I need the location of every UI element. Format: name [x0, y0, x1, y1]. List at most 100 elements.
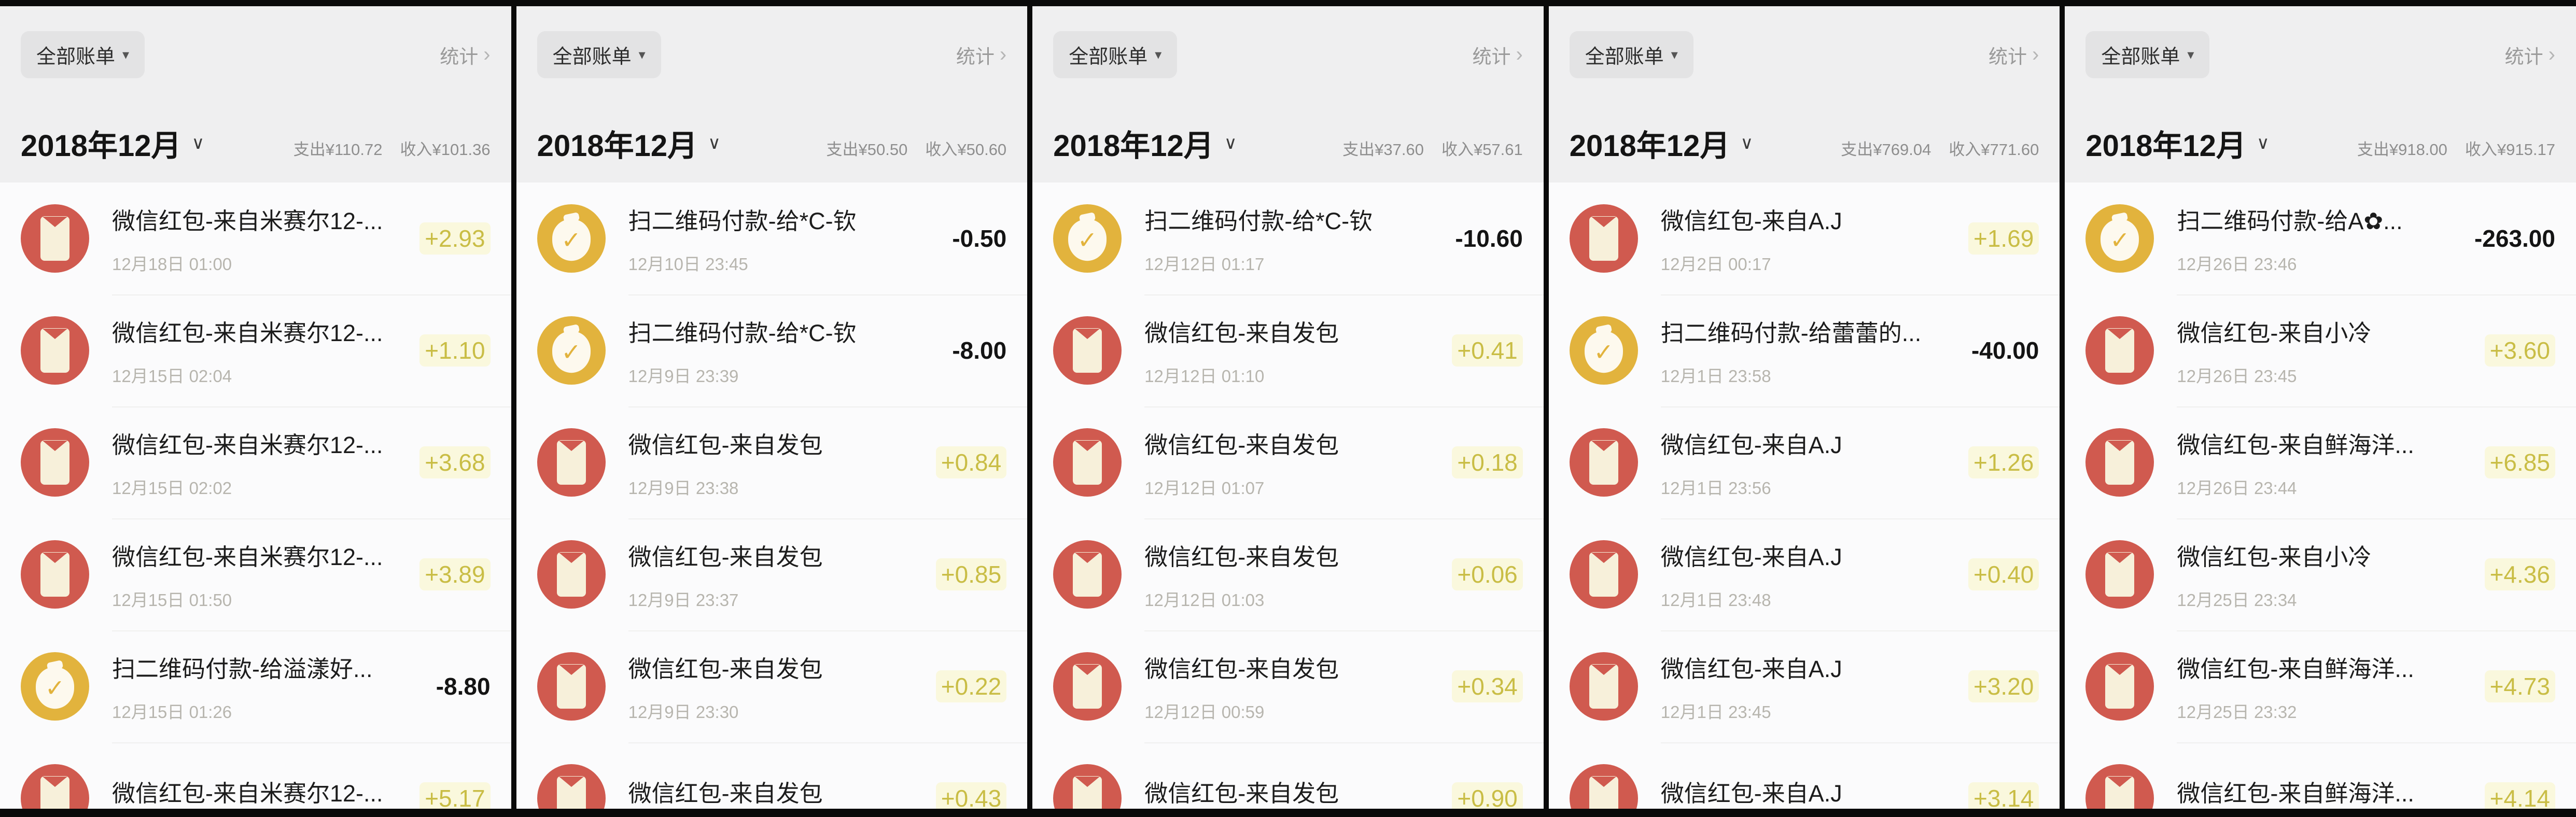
transaction-date: 12月2日 00:17 [1660, 254, 1771, 274]
transaction-texts: 扫二维码付款-给*C-钦 12月9日 23:39 [628, 314, 872, 387]
list-item[interactable]: 微信红包-来自发包 12月9日 23:30 +0.22 [516, 630, 1028, 742]
list-item[interactable]: 微信红包-来自米赛尔12-... 12月18日 01:00 +2.93 [0, 182, 511, 294]
statistics-link[interactable]: 统计 › [1989, 41, 2039, 69]
expense-total: 支出¥110.72 [293, 140, 383, 159]
list-item[interactable]: ✓ 扫二维码付款-给*C-钦 12月12日 01:17 -10.60 [1032, 182, 1544, 294]
transaction-amount: +1.26 [1968, 446, 2039, 478]
money-pouch-icon: ✓ [537, 316, 606, 385]
expense-total: 支出¥918.00 [2357, 140, 2447, 159]
month-label: 2018年12月 [537, 129, 698, 163]
transaction-texts: 微信红包-来自发包 12月9日 23:37 [628, 538, 838, 611]
list-item[interactable]: 微信红包-来自小冷 12月26日 23:45 +3.60 [2065, 294, 2576, 406]
transaction-date: 12月12日 01:07 [1144, 478, 1265, 498]
transaction-title: 微信红包-来自鲜海洋... [2177, 655, 2414, 682]
statistics-link[interactable]: 统计 › [440, 41, 490, 69]
transaction-title: 微信红包-来自A.J [1660, 431, 1842, 458]
transaction-title: 微信红包-来自发包 [1144, 543, 1339, 570]
all-bills-filter-button[interactable]: 全部账单 ▾ [1053, 31, 1178, 78]
transaction-title: 微信红包-来自A.J [1660, 543, 1842, 570]
chevron-right-icon: › [999, 43, 1007, 66]
list-item[interactable]: 微信红包-来自发包 12月12日 01:10 +0.41 [1032, 294, 1544, 406]
list-item[interactable]: 微信红包-来自A.J 12月1日 23:56 +1.26 [1548, 406, 2060, 518]
transaction-amount: +3.60 [2484, 334, 2555, 367]
month-selector[interactable]: 2018年12月 ∨ [537, 121, 721, 165]
list-item[interactable]: 微信红包-来自发包 12月9日 23:38 +0.84 [516, 406, 1028, 518]
transaction-list: ✓ 扫二维码付款-给*C-钦 12月10日 23:45 -0.50 ✓ 扫二维码… [516, 182, 1028, 809]
statistics-link[interactable]: 统计 › [1472, 41, 1522, 69]
transaction-amount: +0.41 [1452, 334, 1523, 367]
all-bills-filter-button[interactable]: 全部账单 ▾ [1569, 31, 1693, 78]
all-bills-filter-button[interactable]: 全部账单 ▾ [2085, 31, 2210, 78]
transaction-texts: 微信红包-来自发包 [1144, 774, 1354, 809]
list-item[interactable]: 微信红包-来自鲜海洋... 12月26日 23:44 +6.85 [2065, 406, 2576, 518]
month-selector[interactable]: 2018年12月 ∨ [1053, 121, 1237, 165]
month-summary: 支出¥110.72 收入¥101.36 [293, 136, 491, 165]
transaction-title: 微信红包-来自鲜海洋... [2177, 780, 2414, 807]
statistics-label: 统计 [1472, 46, 1511, 67]
list-item[interactable]: ✓ 扫二维码付款-给蕾蕾的... 12月1日 23:58 -40.00 [1548, 294, 2060, 406]
list-item[interactable]: ✓ 扫二维码付款-给溢漾好... 12月15日 01:26 -8.80 [0, 630, 511, 742]
transaction-list: ✓ 扫二维码付款-给A✿... 12月26日 23:46 -263.00 微信红… [2065, 182, 2576, 809]
list-item[interactable]: 微信红包-来自米赛尔12-... 12月15日 01:50 +3.89 [0, 518, 511, 630]
month-selector[interactable]: 2018年12月 ∨ [1570, 121, 1753, 165]
list-item[interactable]: 微信红包-来自发包 12月12日 01:07 +0.18 [1032, 406, 1544, 518]
bill-panel-4: 全部账单 ▾ 统计 › 2018年12月 ∨ 支出¥769.04 收入¥771.… [1548, 6, 2060, 809]
chevron-right-icon: › [1516, 43, 1523, 66]
statistics-link[interactable]: 统计 › [2505, 41, 2555, 69]
all-bills-filter-button[interactable]: 全部账单 ▾ [537, 31, 661, 78]
list-item[interactable]: 微信红包-来自米赛尔12-... 12月15日 02:04 +1.10 [0, 294, 511, 406]
chevron-down-icon: ∨ [2256, 133, 2270, 153]
transaction-date: 12月26日 23:44 [2177, 478, 2297, 498]
list-item[interactable]: 微信红包-来自小冷 12月25日 23:34 +4.36 [2065, 518, 2576, 630]
all-bills-filter-label: 全部账单 [1069, 46, 1148, 68]
month-selector[interactable]: 2018年12月 ∨ [21, 121, 204, 165]
transaction-texts: 微信红包-来自小冷 12月25日 23:34 [2177, 538, 2387, 611]
panel-header: 全部账单 ▾ 统计 › 2018年12月 ∨ 支出¥918.00 收入¥915.… [2065, 6, 2576, 182]
transaction-amount: +6.85 [2484, 446, 2555, 478]
expense-total: 支出¥50.50 [826, 140, 908, 159]
list-item[interactable]: 微信红包-来自发包 +0.43 [516, 742, 1028, 809]
chevron-right-icon: › [2548, 43, 2555, 66]
statistics-link[interactable]: 统计 › [956, 41, 1006, 69]
list-item[interactable]: 微信红包-来自米赛尔12-... +5.17 [0, 742, 511, 809]
list-item[interactable]: 微信红包-来自发包 12月12日 01:03 +0.06 [1032, 518, 1544, 630]
red-envelope-icon [1053, 316, 1122, 385]
transaction-date: 12月15日 01:26 [112, 702, 232, 722]
list-item[interactable]: 微信红包-来自A.J 12月2日 00:17 +1.69 [1548, 182, 2060, 294]
list-item[interactable]: 微信红包-来自发包 12月9日 23:37 +0.85 [516, 518, 1028, 630]
list-item[interactable]: 微信红包-来自米赛尔12-... 12月15日 02:02 +3.68 [0, 406, 511, 518]
list-item[interactable]: 微信红包-来自A.J 12月1日 23:45 +3.20 [1548, 630, 2060, 742]
list-item[interactable]: 微信红包-来自A.J 12月1日 23:48 +0.40 [1548, 518, 2060, 630]
all-bills-filter-button[interactable]: 全部账单 ▾ [21, 31, 145, 78]
panel-header: 全部账单 ▾ 统计 › 2018年12月 ∨ 支出¥110.72 收入¥101.… [0, 6, 511, 182]
caret-down-icon: ▾ [638, 47, 646, 62]
list-item[interactable]: 微信红包-来自A.J +3.14 [1548, 742, 2060, 809]
list-item[interactable]: 微信红包-来自鲜海洋... 12月25日 23:32 +4.73 [2065, 630, 2576, 742]
transaction-title: 微信红包-来自发包 [628, 431, 823, 458]
red-envelope-icon [2085, 316, 2154, 385]
transaction-title: 扫二维码付款-给*C-钦 [628, 319, 857, 346]
transaction-texts: 扫二维码付款-给*C-钦 12月10日 23:45 [628, 202, 872, 275]
list-item[interactable]: ✓ 扫二维码付款-给*C-钦 12月10日 23:45 -0.50 [516, 182, 1028, 294]
list-item[interactable]: 微信红包-来自鲜海洋... +4.14 [2065, 742, 2576, 809]
list-item[interactable]: ✓ 扫二维码付款-给*C-钦 12月9日 23:39 -8.00 [516, 294, 1028, 406]
transaction-title: 微信红包-来自发包 [1144, 431, 1339, 458]
list-item[interactable]: 微信红包-来自发包 +0.90 [1032, 742, 1544, 809]
month-label: 2018年12月 [2085, 129, 2246, 163]
transaction-texts: 微信红包-来自发包 12月9日 23:38 [628, 426, 838, 499]
red-envelope-icon [1569, 652, 1638, 721]
month-selector[interactable]: 2018年12月 ∨ [2085, 121, 2269, 165]
list-item[interactable]: ✓ 扫二维码付款-给A✿... 12月26日 23:46 -263.00 [2065, 182, 2576, 294]
list-item[interactable]: 微信红包-来自发包 12月12日 00:59 +0.34 [1032, 630, 1544, 742]
transaction-amount: +4.36 [2484, 558, 2555, 590]
transaction-list: 微信红包-来自米赛尔12-... 12月18日 01:00 +2.93 微信红包… [0, 182, 511, 809]
transaction-amount: -10.60 [1455, 225, 1523, 252]
caret-down-icon: ▾ [1671, 47, 1678, 62]
transaction-texts: 微信红包-来自发包 12月12日 01:07 [1144, 426, 1354, 499]
transaction-date: 12月9日 23:37 [628, 590, 739, 610]
money-pouch-icon: ✓ [2085, 204, 2154, 273]
transaction-texts: 微信红包-来自发包 12月9日 23:30 [628, 650, 838, 723]
transaction-title: 微信红包-来自小冷 [2177, 543, 2372, 570]
expense-total: 支出¥769.04 [1841, 140, 1931, 159]
transaction-amount: -8.80 [436, 673, 491, 700]
